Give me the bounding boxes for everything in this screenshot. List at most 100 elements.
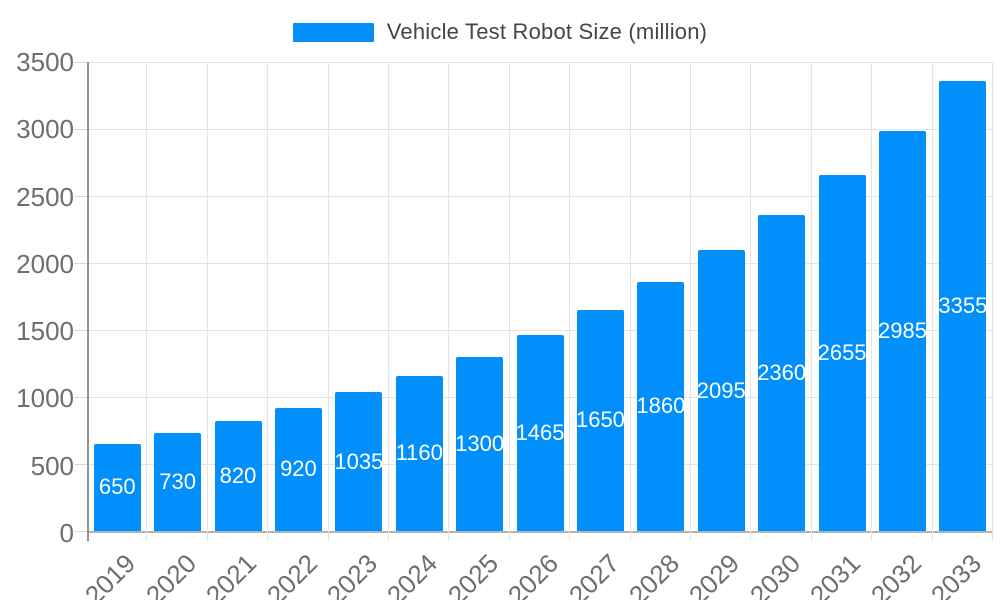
y-axis-tick-label: 1500 (16, 316, 74, 347)
bar-group-2026: 1465 (510, 62, 570, 531)
bar-group-2021: 820 (208, 62, 268, 531)
bar-value-label: 2360 (757, 359, 807, 385)
y-axis-tick (74, 196, 87, 197)
x-axis-tick-label: 2019 (79, 548, 142, 600)
bar-value-label: 920 (280, 456, 317, 482)
bar-2023[interactable]: 1035 (334, 392, 384, 531)
legend: Vehicle Test Robot Size (million) (0, 19, 1000, 45)
gridline-horizontal (87, 330, 993, 331)
y-axis-tick-label: 500 (30, 450, 74, 481)
bar-group-2025: 1300 (449, 62, 509, 531)
bar-2024[interactable]: 1160 (395, 375, 443, 531)
gridline-vertical (992, 62, 993, 541)
y-axis-tick (74, 263, 87, 265)
bar-2033[interactable]: 3355 (938, 81, 988, 531)
bar-2028[interactable]: 1860 (636, 281, 686, 531)
bar-2021[interactable]: 820 (214, 421, 262, 531)
legend-item[interactable]: Vehicle Test Robot Size (million) (292, 19, 708, 45)
bar-group-2031: 2655 (812, 62, 872, 531)
x-axis-tick-label: 2030 (743, 548, 806, 600)
bar-value-label: 2655 (817, 340, 867, 366)
x-axis-tick-label: 2023 (320, 548, 384, 600)
bar-2025[interactable]: 1300 (455, 356, 505, 531)
y-axis-labels: 0 500 1000 1500 2000 2500 3000 3500 (0, 47, 74, 548)
legend-marker-swatch (292, 22, 374, 42)
gridline-horizontal (87, 263, 993, 265)
y-axis-tick-label: 1000 (16, 383, 74, 414)
x-axis-tick-label: 2026 (502, 548, 565, 600)
gridline-vertical (448, 62, 450, 541)
gridline-vertical (931, 62, 933, 541)
gridline-vertical (206, 62, 208, 541)
bar-group-2030: 2360 (751, 62, 811, 531)
bar-group-2033: 3355 (933, 62, 993, 531)
y-axis-tick (74, 62, 87, 63)
gridline-horizontal (87, 62, 993, 63)
x-axis-tick-label: 2032 (864, 548, 927, 600)
bar-value-label: 1860 (636, 393, 686, 419)
y-axis-tick (74, 464, 87, 466)
bar-2020[interactable]: 730 (154, 433, 202, 531)
bar-group-2032: 2985 (872, 62, 932, 531)
x-axis-tick-label: 2020 (139, 548, 202, 600)
bar-2026[interactable]: 1465 (515, 334, 565, 531)
y-axis-tick (74, 330, 87, 331)
plot-area: 650 730 820 920 1035 1160 1300 1465 1650 1860 2095… (74, 62, 993, 600)
bar-group-2022: 920 (268, 62, 328, 531)
gridline-vertical (146, 62, 148, 541)
bar-value-label: 1465 (515, 419, 565, 445)
y-axis-tick-label: 3500 (16, 47, 74, 77)
bar-2030[interactable]: 2360 (757, 214, 807, 531)
x-axis-tick-label: 2028 (622, 548, 686, 600)
bars-layer: 650 730 820 920 1035 1160 1300 1465 1650 1860 2095… (87, 62, 993, 531)
legend-label: Vehicle Test Robot Size (million) (386, 19, 708, 44)
gridline-vertical (871, 62, 873, 541)
bar-group-2029: 2095 (691, 62, 751, 531)
gridline-horizontal (87, 129, 993, 130)
x-axis-tick-label: 2027 (562, 548, 625, 600)
gridline-vertical (689, 62, 691, 541)
y-axis-tick-label: 0 (59, 518, 74, 548)
y-axis-tick-label: 3000 (16, 114, 74, 145)
x-axis-tick-label: 2031 (804, 548, 867, 600)
gridline-vertical (387, 62, 389, 541)
bar-value-label: 1160 (395, 440, 443, 466)
bar-value-label: 2985 (878, 318, 927, 343)
gridline-vertical (750, 62, 752, 541)
x-axis-tick-label: 2029 (683, 548, 746, 600)
bar-group-2019: 650 (87, 62, 147, 531)
y-axis-tick (74, 397, 87, 399)
gridline-vertical (569, 62, 571, 541)
bar-2027[interactable]: 1650 (575, 309, 625, 531)
x-axis-labels: 2019 2020 2021 2022 2023 2024 2025 2026 2027 2028… (79, 531, 993, 600)
y-axis-tick (74, 129, 87, 130)
bar-2032[interactable]: 2985 (878, 131, 927, 531)
bar-value-label: 1035 (334, 448, 384, 474)
y-axis-tick-label: 2000 (16, 248, 74, 279)
y-axis-tick-label: 2500 (16, 181, 74, 212)
bar-value-label: 2095 (696, 377, 746, 403)
bar-value-label: 1650 (575, 407, 625, 433)
x-axis-tick-label: 2025 (441, 548, 504, 600)
bar-group-2020: 730 (147, 62, 207, 531)
gridline-vertical (327, 62, 329, 541)
gridline-vertical (629, 62, 631, 541)
bar-value-label: 1300 (455, 430, 505, 456)
bar-2019[interactable]: 650 (93, 443, 141, 531)
bar-2029[interactable]: 2095 (696, 250, 746, 531)
bar-value-label: 650 (98, 474, 136, 500)
gridline-vertical (508, 62, 510, 541)
bar-group-2023: 1035 (329, 62, 389, 531)
x-axis-tick-label: 2033 (924, 548, 988, 600)
bar-value-label: 3355 (938, 293, 988, 319)
gridline-vertical (267, 62, 269, 541)
bar-2022[interactable]: 920 (274, 407, 322, 531)
bar-2031[interactable]: 2655 (817, 175, 867, 531)
x-axis-tick-label: 2024 (381, 548, 444, 600)
y-axis-line (87, 62, 89, 541)
x-axis-tick-label: 2021 (200, 548, 263, 600)
y-axis-tick (74, 531, 87, 532)
bar-group-2024: 1160 (389, 62, 449, 531)
bar-value-label: 820 (219, 463, 257, 489)
